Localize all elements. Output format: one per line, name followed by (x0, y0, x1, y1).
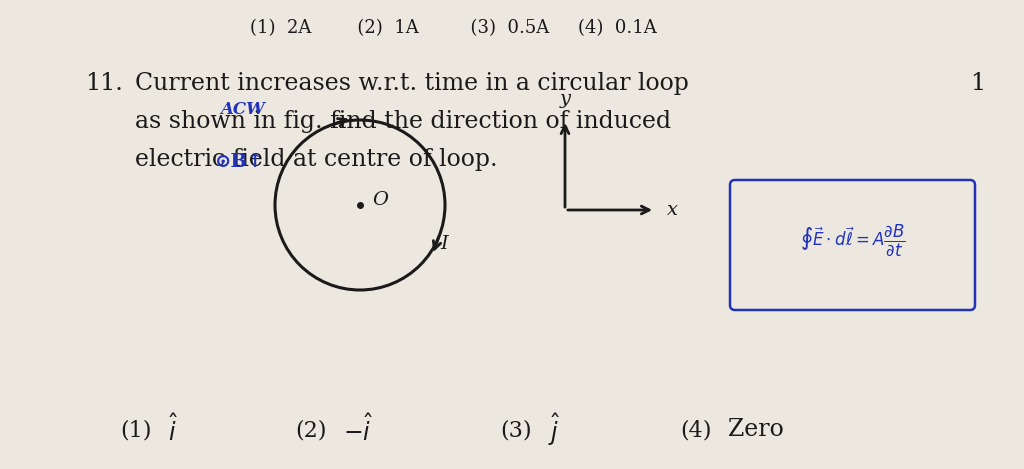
Text: $\hat{j}$: $\hat{j}$ (548, 412, 561, 448)
Text: (1): (1) (120, 419, 152, 441)
Text: (4): (4) (680, 419, 712, 441)
Text: $\hat{i}$: $\hat{i}$ (168, 414, 178, 446)
Text: y: y (559, 90, 570, 108)
Text: ACW: ACW (220, 101, 265, 118)
Text: electric field at centre of loop.: electric field at centre of loop. (135, 148, 498, 171)
Text: $-\hat{i}$: $-\hat{i}$ (343, 414, 373, 446)
Text: Zero: Zero (728, 418, 783, 441)
Text: (3): (3) (500, 419, 531, 441)
Text: (2): (2) (295, 419, 327, 441)
Text: $\oint\vec{E}\cdot d\vec{\ell} = A\dfrac{\partial B}{\partial t}$: $\oint\vec{E}\cdot d\vec{\ell} = A\dfrac… (800, 222, 905, 257)
Text: (1)  2A        (2)  1A         (3)  0.5A     (4)  0.1A: (1) 2A (2) 1A (3) 0.5A (4) 0.1A (250, 19, 656, 37)
Text: 1: 1 (970, 72, 985, 95)
Text: x: x (667, 201, 678, 219)
Text: O: O (372, 191, 388, 209)
Text: I: I (440, 235, 449, 253)
Text: Current increases w.r.t. time in a circular loop: Current increases w.r.t. time in a circu… (135, 72, 689, 95)
Text: ⊙B↑: ⊙B↑ (215, 153, 264, 171)
Text: as shown in fig. find the direction of induced: as shown in fig. find the direction of i… (135, 110, 671, 133)
Text: 11.: 11. (85, 72, 123, 95)
